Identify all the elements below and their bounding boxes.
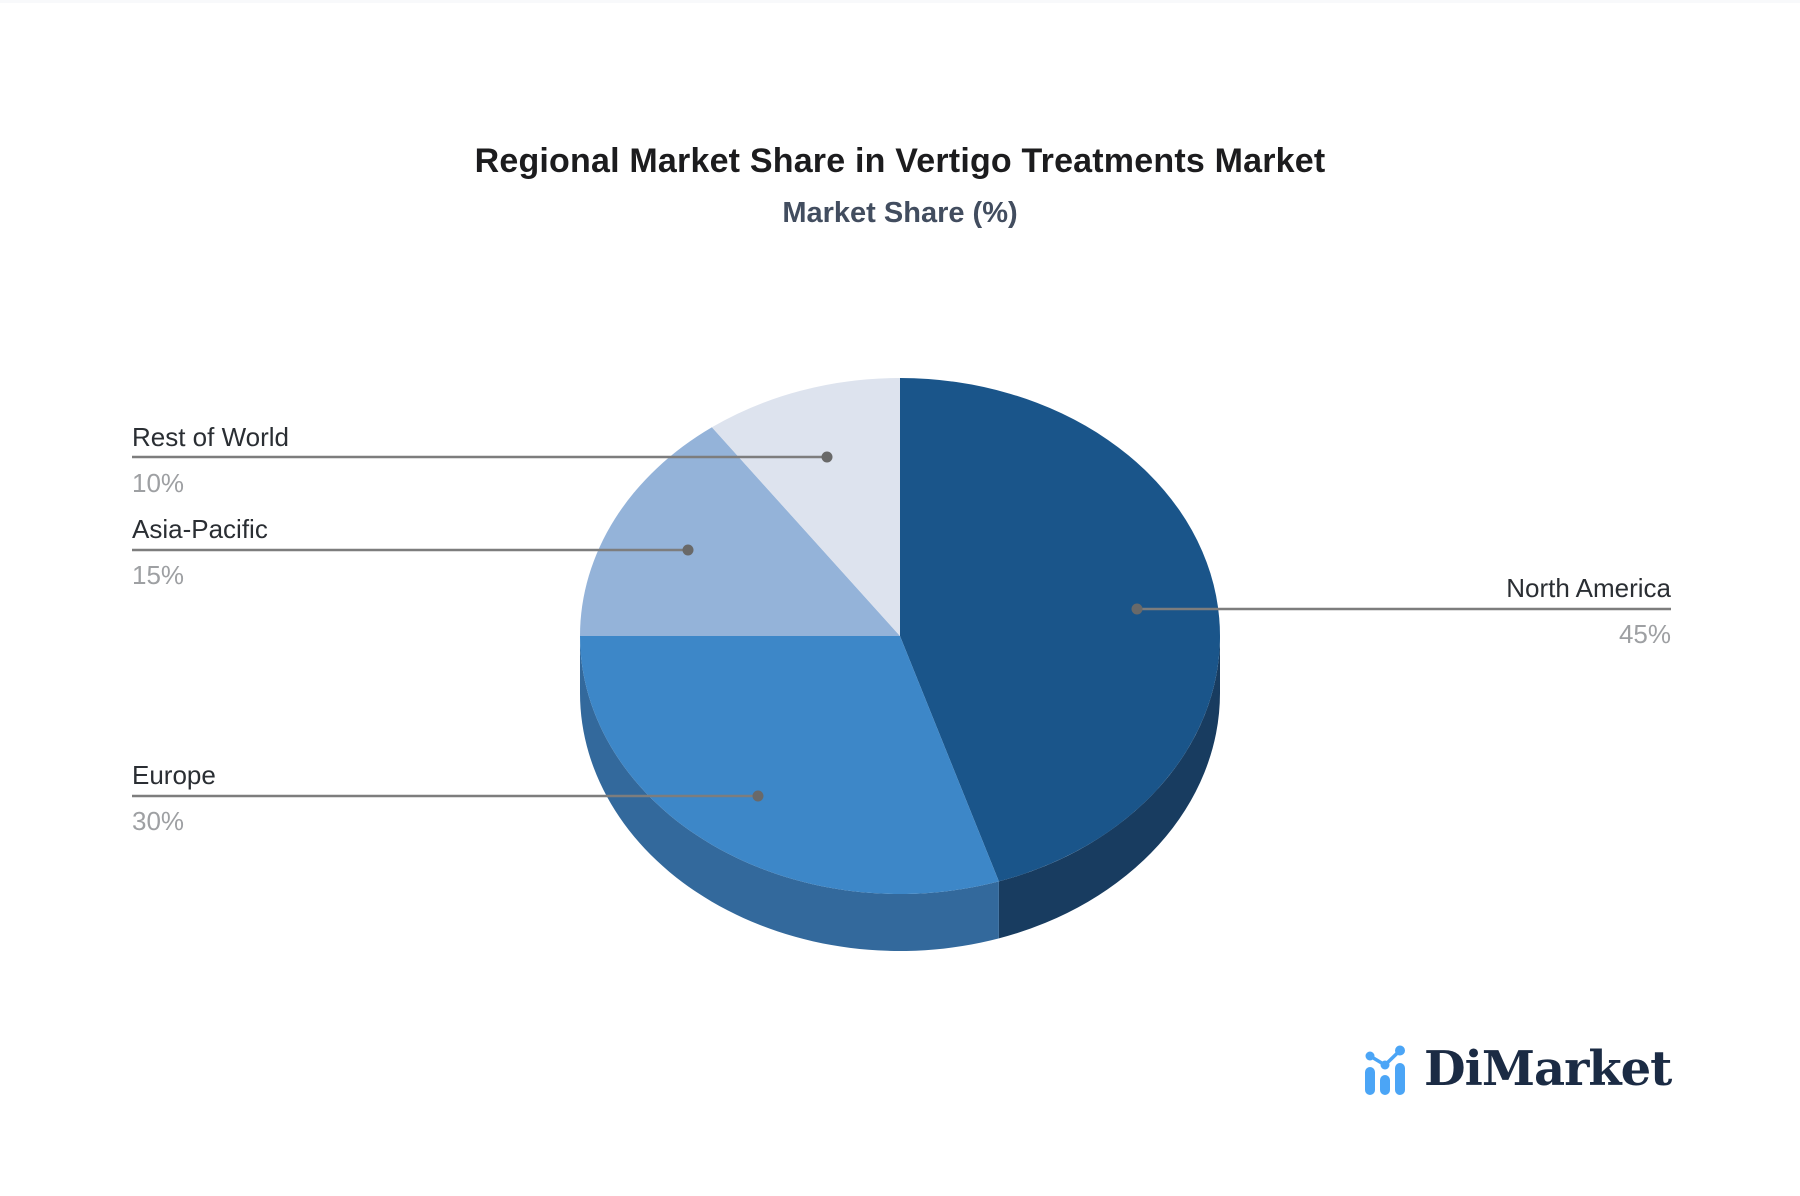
callout-label-europe: Europe <box>132 760 216 790</box>
dimarket-logo: DiMarket <box>1363 1041 1672 1097</box>
pie-slice-side-europe <box>580 636 999 951</box>
leader-dot-asia-pacific <box>682 544 694 556</box>
callout-label-asia-pacific: Asia-Pacific <box>132 514 268 544</box>
pie-slice-side-north-america <box>998 636 1220 939</box>
pie-chart-canvas <box>132 378 1671 951</box>
leader-dot-rest-of-world <box>821 451 833 463</box>
callout-asia-pacific: Asia-Pacific 15% <box>132 512 268 592</box>
leader-dot-europe <box>752 790 764 802</box>
callout-value-asia-pacific: 15% <box>132 560 185 590</box>
pie-slice-asia-pacific[interactable] <box>580 427 900 636</box>
callout-value-rest-of-world: 10% <box>132 468 185 498</box>
pie-slice-north-america[interactable] <box>900 378 1221 882</box>
chart-title: Regional Market Share in Vertigo Treatme… <box>474 142 1326 180</box>
callout-north-america: North America 45% <box>1506 571 1671 651</box>
callout-value-europe: 30% <box>132 806 185 836</box>
callout-rest-of-world: Rest of World 10% <box>132 420 289 500</box>
pie-slice-europe[interactable] <box>580 636 999 894</box>
callout-europe: Europe 30% <box>132 758 216 838</box>
logo-text: DiMarket <box>1424 1041 1672 1097</box>
leader-dot-north-america <box>1131 603 1143 615</box>
chart-subtitle: Market Share (%) <box>782 197 1018 229</box>
bar-chart-trend-icon <box>1365 1045 1405 1095</box>
callout-label-north-america: North America <box>1506 573 1671 603</box>
pie-slice-rest-of-world[interactable] <box>711 378 900 636</box>
callout-value-north-america: 45% <box>1618 619 1671 649</box>
callout-label-rest-of-world: Rest of World <box>132 422 290 452</box>
